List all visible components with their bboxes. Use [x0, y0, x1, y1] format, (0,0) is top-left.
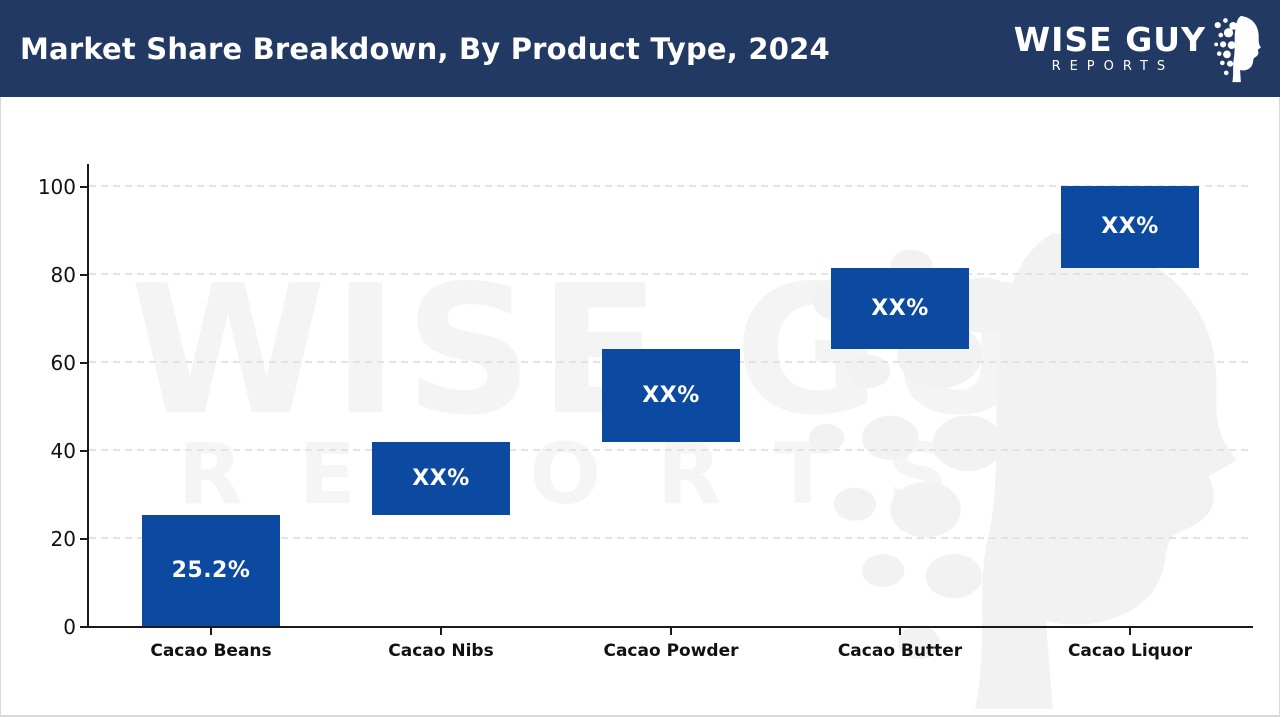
- gridline-100: [89, 185, 1253, 187]
- y-tick-label-40: 40: [50, 439, 76, 463]
- gridline-80: [89, 273, 1253, 275]
- wiseguy-logo-name: WISE GUY: [1013, 19, 1206, 59]
- gridline-20: [89, 537, 1253, 539]
- y-tick-label-60: 60: [50, 351, 76, 375]
- wiseguy-logo-sub: REPORTS: [1051, 59, 1175, 75]
- x-tick-1: [440, 628, 442, 635]
- category-label-0: Cacao Beans: [150, 641, 272, 661]
- y-tick-100: [80, 186, 87, 188]
- y-tick-label-0: 0: [63, 615, 76, 639]
- bar-value-label: XX%: [1101, 214, 1159, 240]
- bar-cacao-powder: XX%: [602, 348, 740, 443]
- x-tick-3: [899, 628, 901, 635]
- wiseguy-head-icon: [1214, 15, 1261, 82]
- x-tick-4: [1129, 628, 1131, 635]
- y-tick-80: [80, 274, 87, 276]
- bar-cacao-beans: 25.2%: [142, 515, 280, 626]
- header-bar: Market Share Breakdown, By Product Type,…: [0, 0, 1280, 97]
- bar-cacao-liquor: XX%: [1061, 186, 1199, 268]
- wiseguy-logo-text: WISE GUY REPORTS: [1013, 19, 1206, 75]
- category-label-1: Cacao Nibs: [388, 641, 494, 661]
- category-label-4: Cacao Liquor: [1067, 641, 1193, 661]
- y-tick-40: [80, 450, 87, 452]
- category-label-3: Cacao Butter: [837, 641, 963, 661]
- bar-cacao-nibs: XX%: [372, 442, 510, 516]
- bottom-edge-rule: [0, 715, 1280, 717]
- bar-value-label: 25.2%: [171, 558, 251, 584]
- gridline-40: [89, 449, 1253, 451]
- y-tick-60: [80, 362, 87, 364]
- bar-cacao-butter: XX%: [831, 267, 969, 349]
- y-tick-0: [80, 626, 87, 628]
- x-tick-0: [210, 628, 212, 635]
- bar-value-label: XX%: [642, 382, 700, 408]
- y-tick-label-20: 20: [50, 527, 76, 551]
- bar-value-label: XX%: [412, 466, 470, 492]
- y-axis-line: [87, 164, 89, 628]
- chart-plot-area: 0 20 40 60 80 100 25.2% Cacao Beans XX% Cacao Nib…: [0, 97, 1280, 720]
- y-tick-20: [80, 538, 87, 540]
- left-edge-rule: [0, 97, 1, 717]
- y-tick-label-80: 80: [50, 263, 76, 287]
- y-tick-label-100: 100: [37, 175, 76, 199]
- bar-value-label: XX%: [871, 295, 929, 321]
- wiseguy-logo: WISE GUY REPORTS: [1014, 12, 1280, 86]
- category-label-2: Cacao Powder: [603, 641, 739, 661]
- x-tick-2: [670, 628, 672, 635]
- x-axis-line: [87, 626, 1253, 628]
- page-title: Market Share Breakdown, By Product Type,…: [20, 31, 830, 66]
